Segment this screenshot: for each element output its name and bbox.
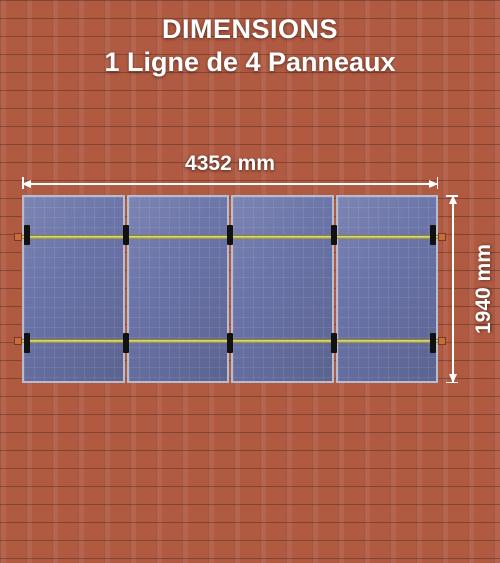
panel-clamp [227, 225, 233, 245]
panel-clamp [24, 333, 30, 353]
panel-clamp [123, 225, 129, 245]
dimension-height-line [452, 195, 454, 383]
panel-assembly [22, 195, 438, 383]
rail-endcap [14, 337, 22, 345]
dimension-width-arrow-right [429, 180, 438, 188]
rail-endcap [438, 233, 446, 241]
dimension-height-label: 1940 mm [472, 195, 496, 383]
dimension-width-label: 4352 mm [22, 152, 438, 176]
title-line-2: 1 Ligne de 4 Panneaux [0, 47, 500, 78]
panel-clamp [331, 225, 337, 245]
dimension-width-line [22, 183, 438, 185]
panel-row [22, 195, 438, 383]
title-block: DIMENSIONS 1 Ligne de 4 Panneaux [0, 14, 500, 78]
panel-clamp [331, 333, 337, 353]
panel-clamp [430, 333, 436, 353]
solar-panel [336, 195, 439, 383]
solar-panel [127, 195, 230, 383]
rail-endcap [438, 337, 446, 345]
rail-endcap [14, 233, 22, 241]
panel-clamp [227, 333, 233, 353]
panel-clamp [24, 225, 30, 245]
dimension-width-arrow-left [22, 180, 31, 188]
dimension-height-arrow-top [449, 195, 457, 204]
title-line-1: DIMENSIONS [0, 14, 500, 45]
solar-panel [231, 195, 334, 383]
panel-clamp [123, 333, 129, 353]
panel-clamp [430, 225, 436, 245]
dimension-height-arrow-bottom [449, 374, 457, 383]
solar-panel [22, 195, 125, 383]
